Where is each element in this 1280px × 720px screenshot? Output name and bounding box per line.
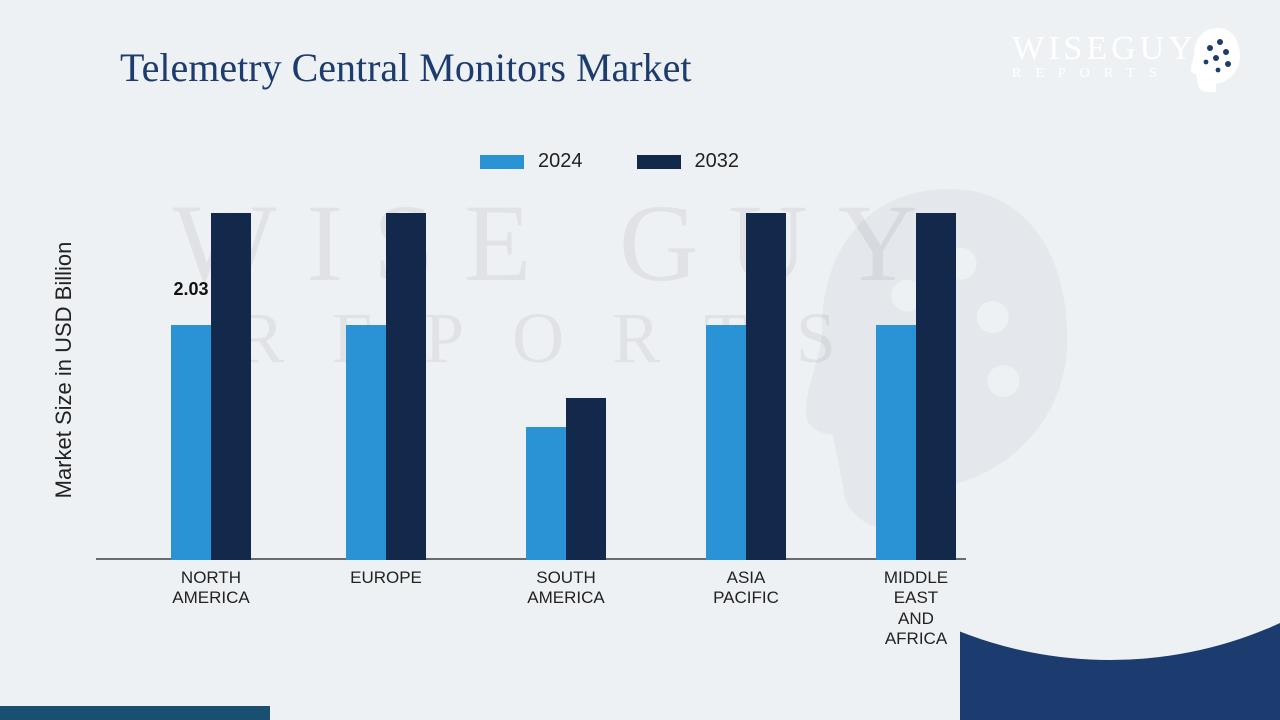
brand-logo: WISEGUY REPORTS: [1012, 30, 1242, 82]
chart-title: Telemetry Central Monitors Market: [120, 44, 691, 91]
legend-item: 2024: [480, 150, 583, 173]
bar-2024: [876, 325, 916, 560]
bar-group: [526, 398, 606, 560]
legend: 2024 2032: [480, 150, 739, 173]
chart-area: 2.03 NORTH AMERICAEUROPESOUTH AMERICAASI…: [96, 190, 966, 560]
legend-label: 2024: [538, 150, 583, 173]
x-axis-label: EUROPE: [350, 568, 422, 588]
bar-value-label: 2.03: [173, 279, 208, 300]
plot-area: 2.03: [96, 190, 966, 560]
x-axis-label: SOUTH AMERICA: [527, 568, 604, 609]
bar-2032: [211, 213, 251, 560]
x-axis-label: ASIA PACIFIC: [713, 568, 779, 609]
x-axis-label: MIDDLE EAST AND AFRICA: [884, 568, 948, 650]
legend-item: 2032: [637, 150, 740, 173]
bar-2024: [526, 427, 566, 560]
logo-head-icon: [1188, 26, 1248, 96]
bar-2024: [706, 325, 746, 560]
bar-2032: [746, 213, 786, 560]
bar-2032: [386, 213, 426, 560]
bar-2024: [346, 325, 386, 560]
legend-swatch: [480, 155, 524, 169]
bar-2024: [171, 325, 211, 560]
y-axis-label: Market Size in USD Billion: [51, 242, 77, 499]
x-axis-label: NORTH AMERICA: [172, 568, 249, 609]
bar-group: [876, 213, 956, 560]
bar-2032: [916, 213, 956, 560]
bar-2032: [566, 398, 606, 560]
bottom-accent-bar: [0, 706, 270, 720]
bar-group: [171, 213, 251, 560]
bar-group: [346, 213, 426, 560]
chart-canvas: WISEGUY REPORTS Telemetry Central Monito…: [0, 0, 1280, 720]
legend-swatch: [637, 155, 681, 169]
legend-label: 2032: [695, 150, 740, 173]
bar-group: [706, 213, 786, 560]
